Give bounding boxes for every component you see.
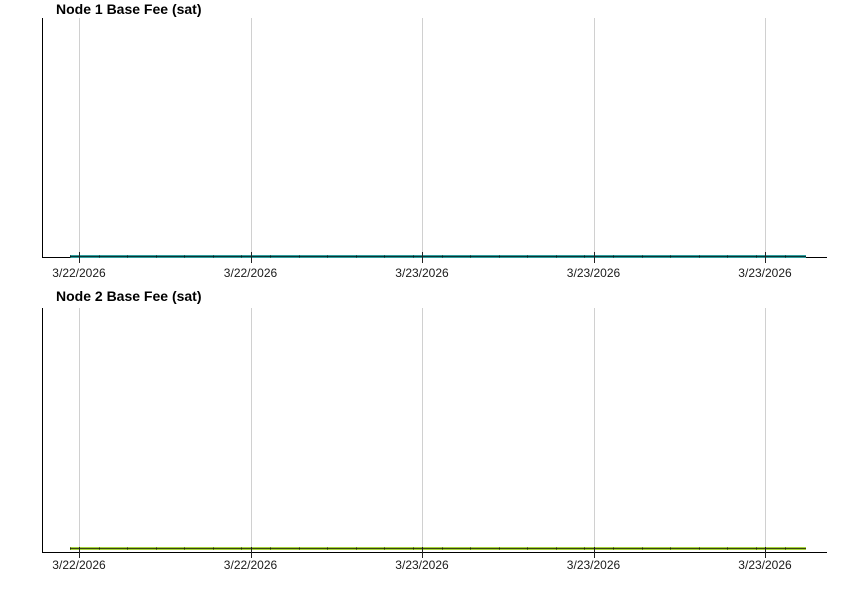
data-point-marker: [642, 255, 643, 258]
series-line: [70, 255, 806, 258]
x-tick-label: 3/23/2026: [566, 558, 621, 572]
gridline: [765, 18, 766, 257]
data-point-marker: [184, 255, 185, 258]
gridline: [79, 18, 80, 257]
data-point-marker: [156, 255, 157, 258]
data-point-marker: [99, 547, 100, 550]
x-tick-label: 3/23/2026: [738, 266, 792, 280]
y-axis-line: [42, 18, 43, 258]
data-point-marker: [584, 547, 585, 550]
x-tick-label: 3/22/2026: [52, 558, 106, 572]
chart-title: Node 2 Base Fee (sat): [56, 288, 202, 304]
data-point-marker: [613, 547, 614, 550]
data-point-marker: [499, 547, 500, 550]
data-point-marker: [213, 255, 214, 258]
data-point-marker: [470, 547, 471, 550]
x-tick-label: 3/23/2026: [738, 558, 792, 572]
data-point-marker: [613, 255, 614, 258]
data-point-marker: [356, 547, 357, 550]
data-point-marker: [556, 255, 557, 258]
data-point-marker: [499, 255, 500, 258]
chart-title: Node 1 Base Fee (sat): [56, 1, 202, 17]
data-point-marker: [384, 547, 385, 550]
data-point-marker: [99, 255, 100, 258]
gridline: [593, 18, 595, 257]
data-point-marker: [527, 547, 528, 550]
data-point-marker: [442, 547, 443, 550]
data-point-marker: [241, 547, 242, 550]
x-tick-label: 3/22/2026: [223, 266, 278, 280]
x-axis-tick: [250, 547, 252, 558]
data-point-marker: [699, 547, 700, 550]
data-point-marker: [727, 547, 728, 550]
data-point-marker: [127, 255, 128, 258]
data-point-marker: [241, 255, 242, 258]
data-point-marker: [727, 255, 728, 258]
x-axis-tick: [79, 252, 80, 263]
x-tick-label: 3/23/2026: [566, 266, 621, 280]
data-point-marker: [70, 255, 71, 258]
data-point-marker: [270, 547, 271, 550]
data-point-marker: [556, 547, 557, 550]
gridline: [250, 18, 252, 257]
data-point-marker: [527, 255, 528, 258]
gridline: [79, 308, 80, 552]
data-point-marker: [785, 255, 786, 258]
x-axis-tick: [79, 547, 80, 558]
data-point-marker: [270, 255, 271, 258]
x-axis-tick: [422, 252, 423, 263]
data-point-marker: [470, 255, 471, 258]
data-point-marker: [384, 255, 385, 258]
data-point-marker: [327, 547, 328, 550]
x-axis-tick: [422, 547, 423, 558]
data-point-marker: [670, 547, 671, 550]
data-point-marker: [785, 547, 786, 550]
x-tick-label: 3/22/2026: [223, 558, 278, 572]
gridline: [422, 308, 423, 552]
gridline: [422, 18, 423, 257]
data-point-marker: [642, 547, 643, 550]
gridline: [593, 308, 595, 552]
y-axis-line: [42, 308, 43, 553]
gridline: [250, 308, 252, 552]
x-tick-label: 3/23/2026: [395, 266, 449, 280]
data-point-marker: [70, 547, 71, 550]
x-axis-line: [42, 552, 827, 553]
data-point-marker: [299, 255, 300, 258]
data-point-marker: [413, 547, 414, 550]
data-point-marker: [184, 547, 185, 550]
data-point-marker: [356, 255, 357, 258]
data-point-marker: [756, 255, 757, 258]
x-axis-tick: [593, 252, 595, 263]
data-point-marker: [699, 255, 700, 258]
x-tick-label: 3/23/2026: [395, 558, 449, 572]
data-point-marker: [127, 547, 128, 550]
data-point-marker: [584, 255, 585, 258]
x-axis-tick: [765, 252, 766, 263]
data-point-marker: [299, 547, 300, 550]
gridline: [765, 308, 766, 552]
data-point-marker: [327, 255, 328, 258]
x-axis-tick: [250, 252, 252, 263]
x-axis-tick: [593, 547, 595, 558]
data-point-marker: [670, 255, 671, 258]
x-tick-label: 3/22/2026: [52, 266, 106, 280]
data-point-marker: [213, 547, 214, 550]
x-axis-tick: [765, 547, 766, 558]
data-point-marker: [156, 547, 157, 550]
data-point-marker: [756, 547, 757, 550]
x-axis-line: [42, 257, 827, 258]
data-point-marker: [442, 255, 443, 258]
data-point-marker: [413, 255, 414, 258]
series-line: [70, 547, 806, 550]
